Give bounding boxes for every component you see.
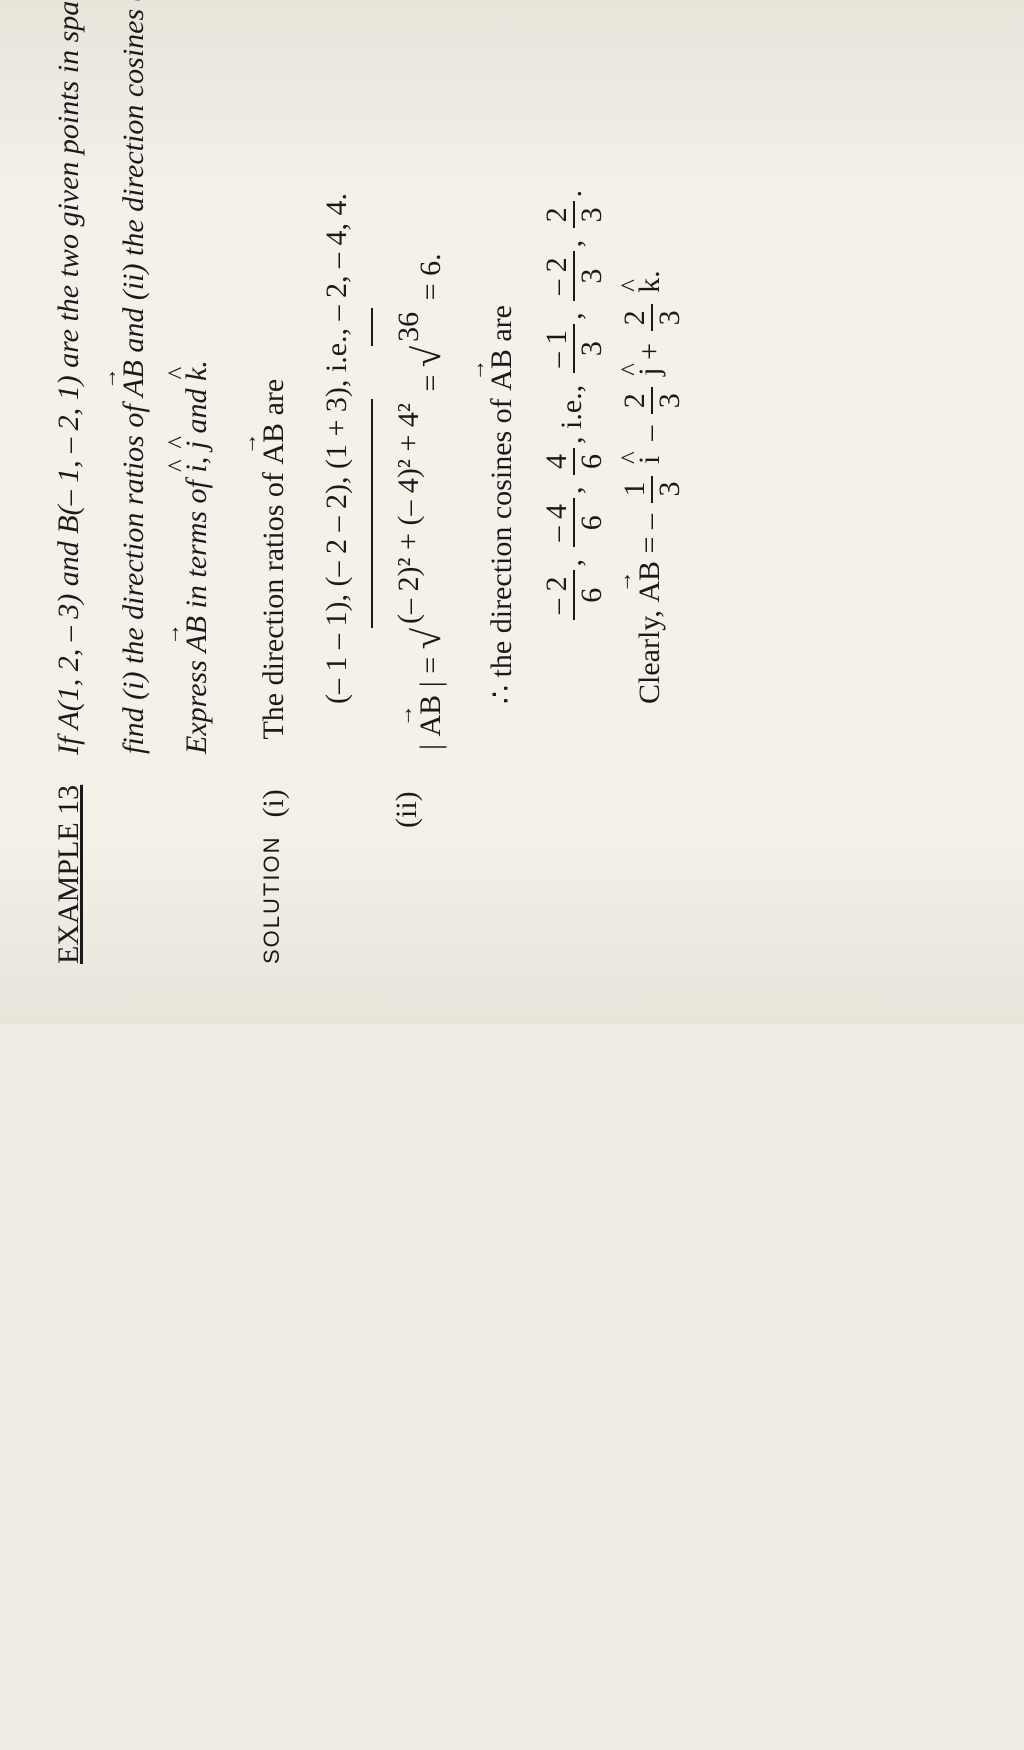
vector-AB-3: AB [168,616,225,653]
solution-label: SOLUTION [245,836,293,964]
dot-2: . [180,360,213,368]
radical-icon: √ [410,628,445,649]
i-hat-2: i [614,456,686,464]
j-hat-1: j [168,441,225,449]
direction-ratios-values: (– 1 – 1), (– 2 – 2), (1 + 3), i.e., – 2… [308,0,365,964]
part-i-text: The direction ratios of AB are [245,379,302,740]
vector-AB-7: AB [614,561,686,603]
therefore: ∴ the direction cosines of [485,391,518,704]
magnitude-expr: | AB | = √(– 2)² + (– 4)² + 4² = √36 = 6… [371,253,467,750]
therefore-line: ∴ the direction cosines of AB are [473,0,530,964]
end-dot: . [633,270,666,278]
frac-b: – 46 [540,498,608,548]
part-ii-marker: (ii) [371,768,443,828]
prompt-1c: and (ii) the direction cosines of [117,0,150,360]
sqrt-2: √36 [371,308,445,367]
vector-AB-5: AB [395,695,467,737]
vector-AB-4: AB [245,423,302,465]
mag-a: | [414,736,447,750]
content-block: EXAMPLE 13 If A(1, 2, – 3) and B(– 1, – … [40,0,686,964]
example-label: EXAMPLE 13 [52,785,85,964]
frac-e: – 23 [540,251,608,301]
comp-c: 23 [618,304,686,331]
prompt-1a: If A(1, 2, – 3) and B(– 1, – 2, 1) are t… [52,0,85,755]
radicand-1: (– 2)² + (– 4)² + 4² [371,399,445,628]
frac-f: 23 [540,201,608,228]
part-i-marker: (i) [245,758,302,818]
radicand-2: 36 [371,308,445,346]
eq-6: = 6. [414,253,447,307]
prompt-2b: in terms of [180,473,213,616]
ie: i.e., [555,377,588,429]
j-hat-2: j [614,367,686,375]
solution-row-2: (ii) | AB | = √(– 2)² + (– 4)² + 4² = √3… [371,0,467,964]
minus-2: – [633,418,666,441]
page: EXAMPLE 13 If A(1, 2, – 3) and B(– 1, – … [0,0,1024,1024]
frac-d: – 13 [540,324,608,374]
comp-b: 23 [618,387,686,414]
part-i-b: are [257,379,290,423]
prompt-2c: and [180,381,213,441]
eq: = [633,529,666,561]
clearly-line: Clearly, AB = – 13 i – 23 j + 23 k. [614,0,686,964]
prompt-1b: find (i) the direction ratios of [117,397,150,754]
plus-1: + [633,335,666,359]
sqrt-1: √(– 2)² + (– 4)² + 4² [371,399,445,649]
eq-1: = [414,367,447,399]
example-line-3: Express AB in terms of i, j and k. [168,0,225,964]
k-hat-2: k [614,278,686,293]
prompt-2a: Express [180,653,213,754]
k-hat-1: k [168,368,225,381]
comp-a: 13 [618,476,686,503]
example-line-1: EXAMPLE 13 If A(1, 2, – 3) and B(– 1, – … [40,0,97,964]
vector-AB-6: AB [473,349,530,391]
clearly: Clearly, [633,603,666,704]
example-line-2: find (i) the direction ratios of AB and … [105,0,162,964]
solution-row-1: SOLUTION (i) The direction ratios of AB … [245,0,302,964]
minus-1: – [633,507,666,530]
part-i-a: The direction ratios of [257,465,290,740]
radical-icon-2: √ [410,346,445,367]
mag-b: | = [414,649,447,694]
are: are [485,305,518,349]
i-hat-1: i [168,464,225,472]
direction-cosines-values: – 26, – 46, 46, i.e., – 13, – 23, 23. [536,0,608,964]
